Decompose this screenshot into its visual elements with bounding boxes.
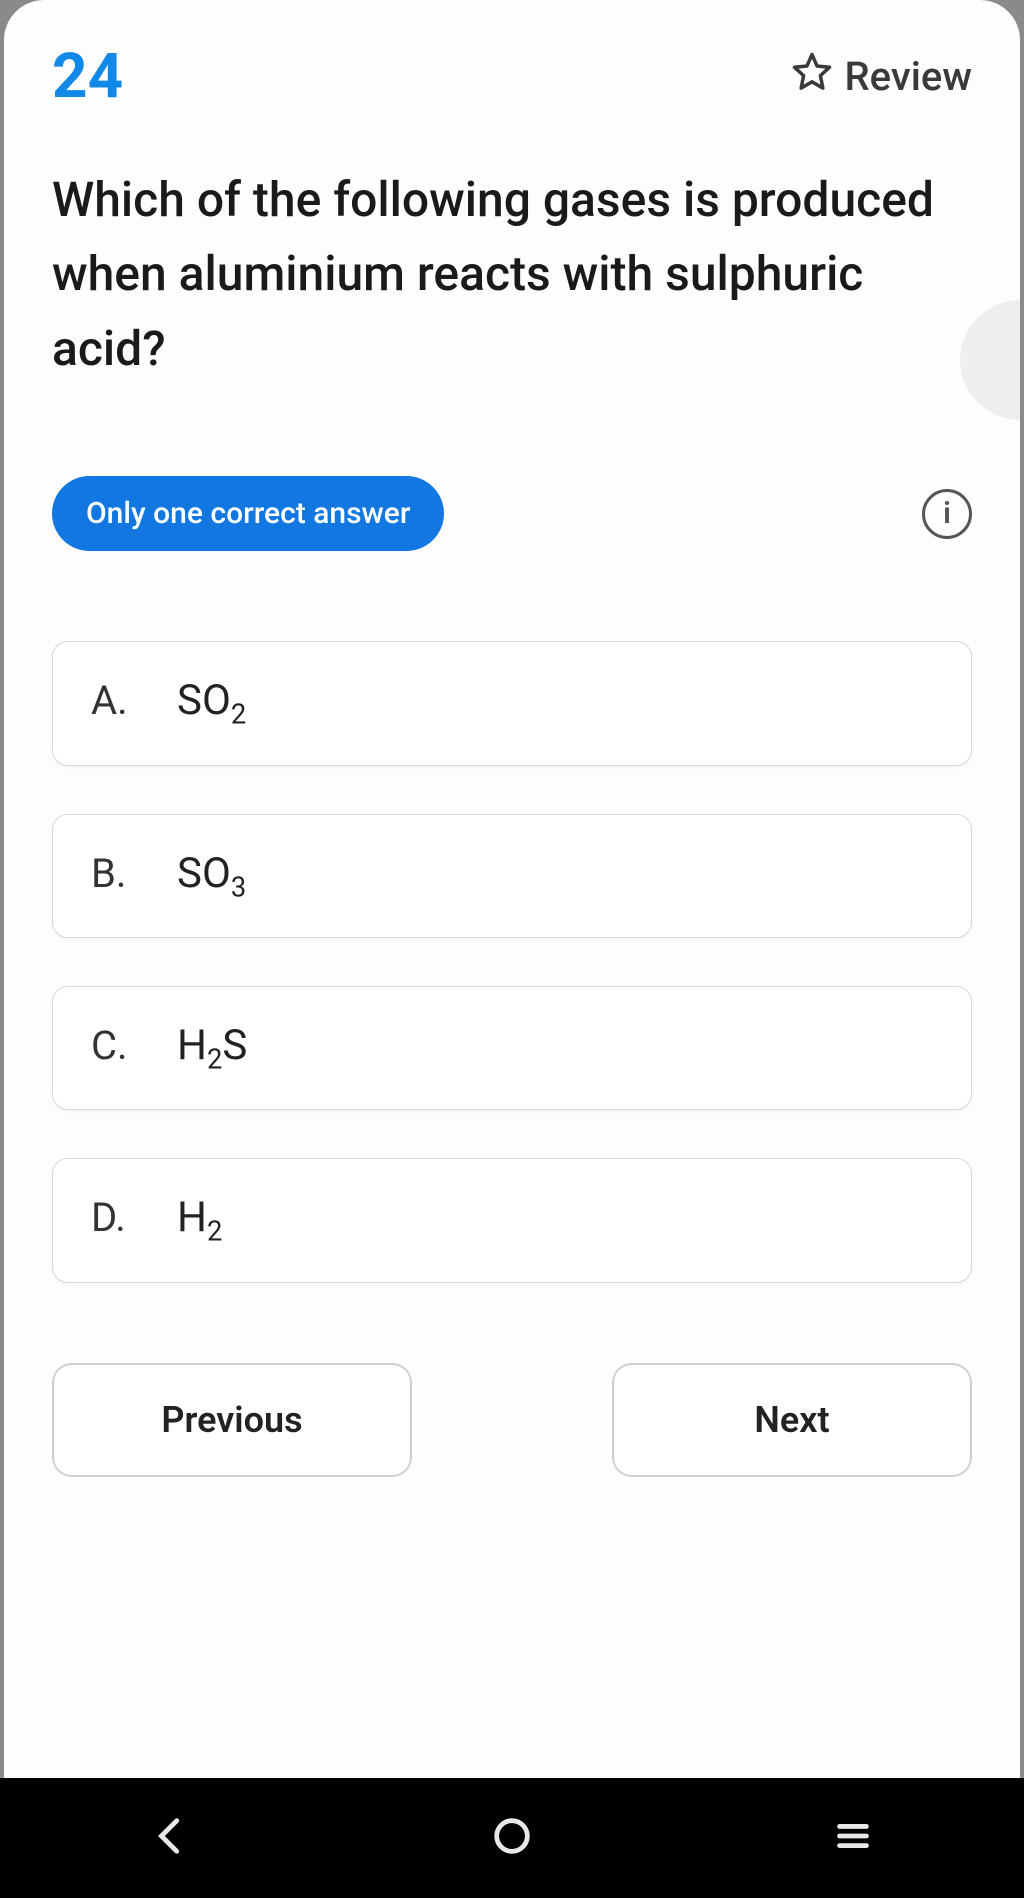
star-icon [791, 51, 833, 103]
option-c[interactable]: C. H2S [52, 986, 972, 1110]
review-label: Review [845, 53, 973, 100]
option-letter: D. [91, 1194, 139, 1241]
recent-apps-icon[interactable] [830, 1813, 876, 1863]
app-screen: 24 Review Which of the following gases i… [4, 0, 1020, 1778]
nav-buttons: Previous Next [52, 1363, 972, 1477]
option-b[interactable]: B. SO3 [52, 814, 972, 938]
next-button[interactable]: Next [612, 1363, 972, 1477]
option-letter: C. [91, 1022, 139, 1069]
system-nav-bar [0, 1778, 1024, 1898]
options-list: A. SO2 B. SO3 C. H2S D. H2 [52, 641, 972, 1283]
question-header: 24 Review [52, 40, 972, 113]
question-text: Which of the following gases is produced… [52, 163, 972, 386]
previous-button[interactable]: Previous [52, 1363, 412, 1477]
review-button[interactable]: Review [791, 51, 973, 103]
back-icon[interactable] [148, 1813, 194, 1863]
hint-row: Only one correct answer i [52, 476, 972, 551]
home-icon[interactable] [489, 1813, 535, 1863]
option-text: SO3 [177, 849, 246, 903]
info-icon[interactable]: i [922, 489, 972, 539]
option-letter: B. [91, 850, 139, 897]
answer-mode-pill: Only one correct answer [52, 476, 444, 551]
option-text: H2 [177, 1193, 222, 1247]
option-letter: A. [91, 677, 139, 724]
question-number: 24 [52, 40, 123, 113]
option-a[interactable]: A. SO2 [52, 641, 972, 765]
option-text: SO2 [177, 676, 246, 730]
option-d[interactable]: D. H2 [52, 1158, 972, 1282]
option-text: H2S [177, 1021, 247, 1075]
